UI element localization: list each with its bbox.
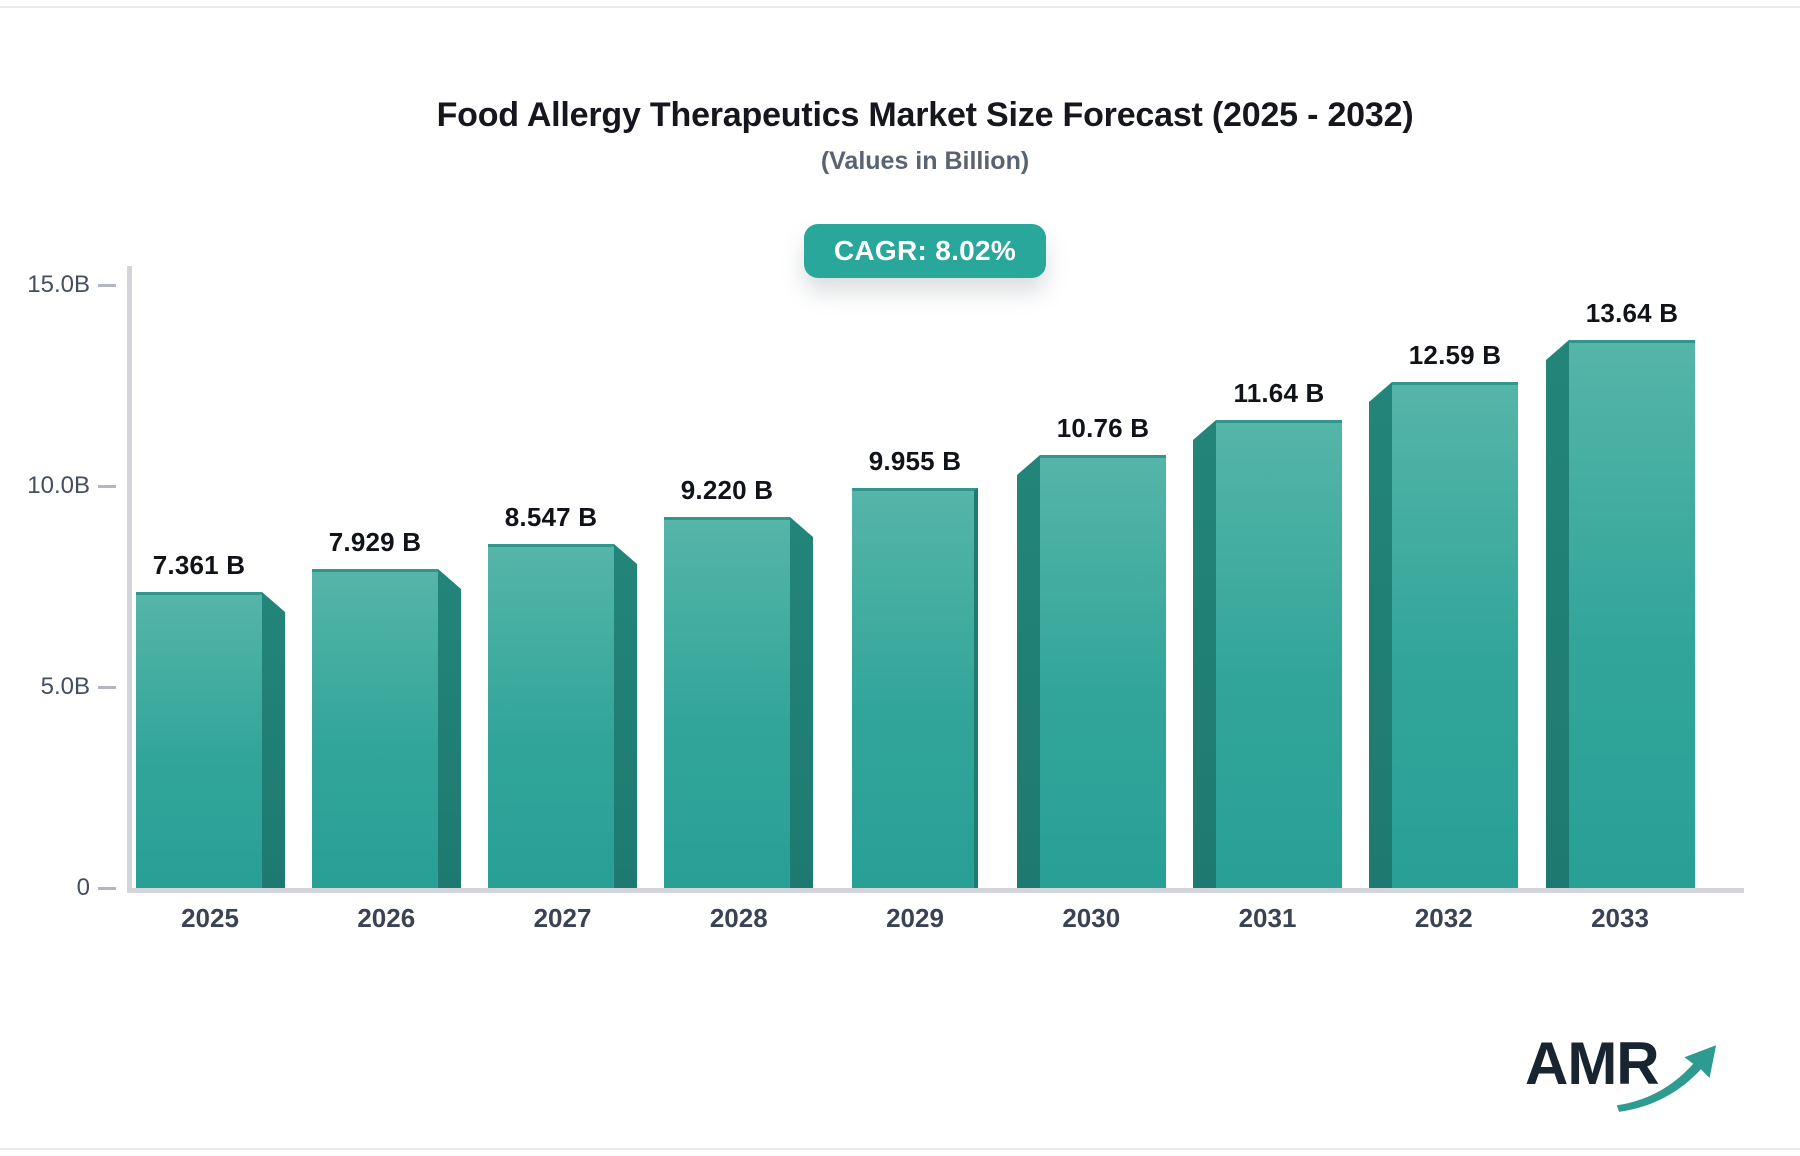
bar-face — [852, 488, 978, 888]
cagr-badge-wrap: CAGR: 8.02% — [125, 224, 1725, 278]
bar-2026 — [312, 569, 461, 888]
bar-value-label: 11.64 B — [1233, 378, 1325, 408]
bar-side-face — [438, 569, 461, 888]
y-tick-label: 0 — [76, 874, 90, 901]
bar-2027 — [488, 544, 637, 888]
y-tick-mark — [98, 284, 116, 287]
bar-side-face — [1193, 420, 1216, 888]
y-axis-line — [127, 266, 132, 893]
bar-face — [1040, 455, 1166, 888]
x-tick-label: 2027 — [533, 903, 592, 933]
amr-logo: AMR — [1525, 1034, 1755, 1124]
x-tick-label: 2032 — [1414, 903, 1473, 933]
bar-face — [312, 569, 438, 888]
bar-value-label: 8.547 B — [504, 502, 598, 532]
chart-title: Food Allergy Therapeutics Market Size Fo… — [436, 96, 1414, 134]
y-tick-mark — [98, 887, 116, 890]
bar-2025 — [136, 592, 285, 888]
bar-face — [1569, 340, 1695, 888]
y-tick-mark — [98, 686, 116, 689]
x-axis-line — [127, 888, 1744, 893]
y-tick-label: 10.0B — [27, 472, 90, 499]
bar-side-face — [790, 517, 813, 888]
bar-side-face — [1546, 340, 1569, 888]
bar-2028 — [664, 517, 813, 888]
bar-side-face — [1017, 455, 1040, 888]
bar-side-face — [262, 592, 285, 888]
growth-arrow-icon — [1616, 1045, 1717, 1112]
x-tick-label: 2029 — [886, 903, 944, 933]
y-tick-mark — [98, 485, 116, 488]
x-tick-label: 2033 — [1591, 903, 1649, 933]
bar-value-label: 9.220 B — [680, 475, 774, 505]
bar-face — [664, 517, 790, 888]
bar-value-label: 10.76 B — [1056, 413, 1150, 443]
x-tick-label: 2028 — [709, 903, 768, 933]
bar-face — [1392, 382, 1518, 888]
bar-side-face — [1369, 382, 1392, 888]
x-tick-label: 2026 — [357, 903, 416, 933]
bar-2031 — [1193, 420, 1342, 888]
bar-face — [488, 544, 614, 888]
chart-subtitle: (Values in Billion) — [820, 147, 1030, 175]
amr-logo-text: AMR — [1525, 1030, 1660, 1097]
bar-value-label: 12.59 B — [1408, 340, 1502, 370]
bar-2030 — [1017, 455, 1166, 888]
x-tick-label: 2030 — [1062, 903, 1121, 933]
bar-value-label: 7.361 B — [152, 550, 246, 580]
bar-value-label: 9.955 B — [868, 446, 962, 476]
bar-value-label: 7.929 B — [328, 527, 422, 557]
x-tick-label: 2031 — [1238, 903, 1297, 933]
bar-face — [136, 592, 262, 888]
bar-2033 — [1546, 340, 1695, 888]
bar-side-face — [614, 544, 637, 888]
bar-face — [1216, 420, 1342, 888]
cagr-badge: CAGR: 8.02% — [803, 224, 1047, 278]
y-tick-label: 15.0B — [27, 271, 90, 298]
y-tick-label: 5.0B — [40, 673, 90, 700]
bar-value-label: 13.64 B — [1585, 298, 1679, 328]
bar-2032 — [1369, 382, 1518, 888]
bar-2029 — [852, 488, 978, 888]
x-tick-label: 2025 — [181, 903, 239, 933]
